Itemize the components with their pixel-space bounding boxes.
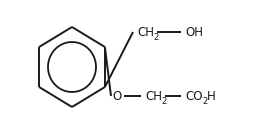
Text: 2: 2 <box>153 33 158 42</box>
Text: CO: CO <box>185 90 203 103</box>
Text: CH: CH <box>137 26 154 38</box>
Text: 2: 2 <box>161 96 166 106</box>
Text: O: O <box>112 90 122 103</box>
Text: 2: 2 <box>202 96 207 106</box>
Text: CH: CH <box>145 90 162 103</box>
Text: H: H <box>207 90 216 103</box>
Text: OH: OH <box>185 26 203 38</box>
